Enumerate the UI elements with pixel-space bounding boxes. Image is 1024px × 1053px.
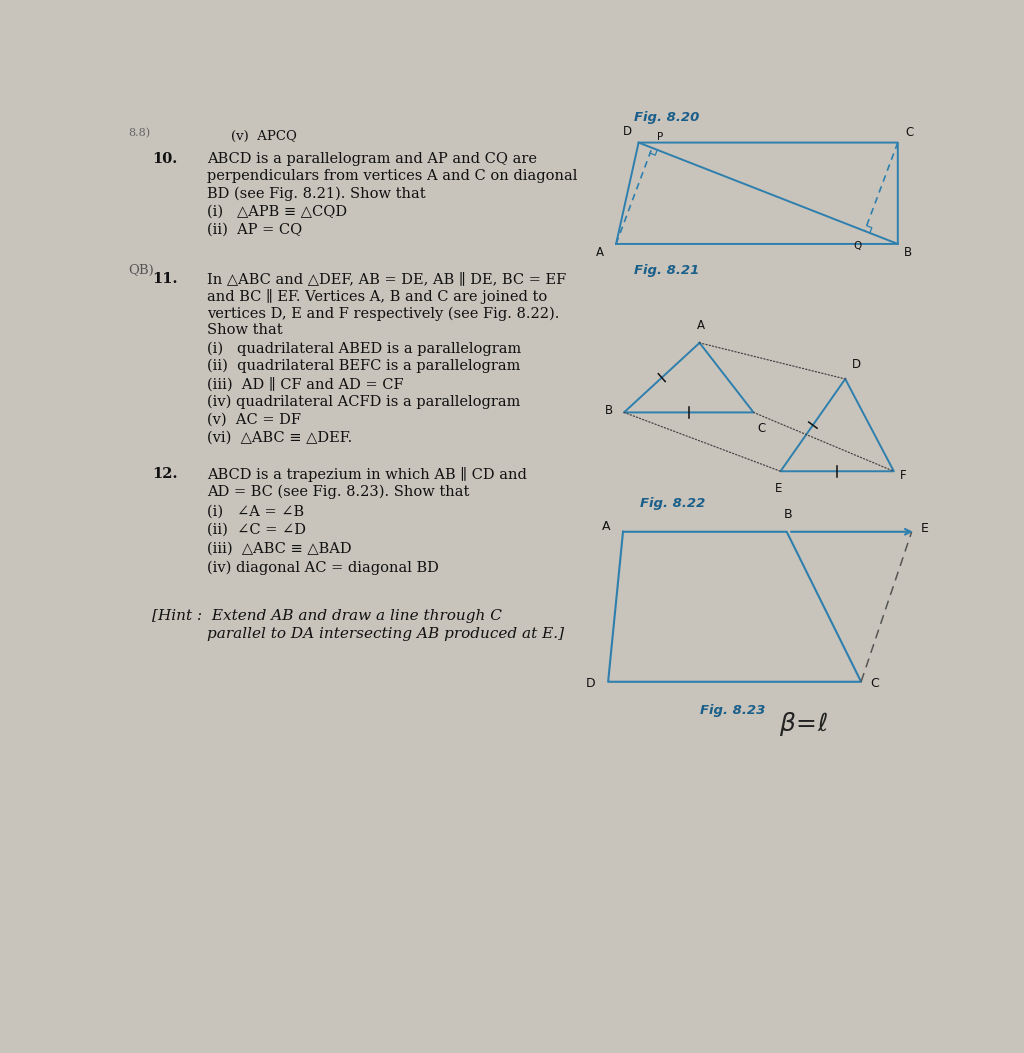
Text: parallel to DA intersecting AB produced at E.]: parallel to DA intersecting AB produced …: [207, 627, 564, 640]
Text: ABCD is a trapezium in which AB ∥ CD and: ABCD is a trapezium in which AB ∥ CD and: [207, 466, 527, 482]
Text: [Hint :  Extend AB and draw a line through C: [Hint : Extend AB and draw a line throug…: [152, 609, 502, 622]
Text: Q: Q: [853, 241, 861, 251]
Text: D: D: [852, 358, 861, 371]
Text: (i)   △APB ≡ △CQD: (i) △APB ≡ △CQD: [207, 204, 347, 218]
Text: (i)   quadrilateral ABED is a parallelogram: (i) quadrilateral ABED is a parallelogra…: [207, 341, 521, 356]
Text: $\beta\!=\!\ell$: $\beta\!=\!\ell$: [778, 710, 828, 738]
Text: B: B: [784, 509, 793, 521]
Text: E: E: [775, 482, 782, 495]
Text: (ii)  ∠C = ∠D: (ii) ∠C = ∠D: [207, 523, 306, 537]
Text: Fig. 8.21: Fig. 8.21: [634, 264, 699, 277]
Text: E: E: [922, 522, 929, 535]
Text: F: F: [900, 469, 907, 482]
Text: Fig. 8.20: Fig. 8.20: [634, 112, 699, 124]
Text: In △ABC and △DEF, AB = DE, AB ∥ DE, BC = EF: In △ABC and △DEF, AB = DE, AB ∥ DE, BC =…: [207, 273, 566, 286]
Text: C: C: [905, 125, 914, 139]
Text: (ii)  AP = CQ: (ii) AP = CQ: [207, 223, 303, 237]
Text: A: A: [596, 245, 604, 259]
Text: perpendiculars from vertices A and C on diagonal: perpendiculars from vertices A and C on …: [207, 170, 578, 183]
Text: (v)  AC = DF: (v) AC = DF: [207, 413, 301, 426]
Text: 11.: 11.: [152, 273, 177, 286]
Text: A: A: [697, 319, 706, 333]
Text: (iv) quadrilateral ACFD is a parallelogram: (iv) quadrilateral ACFD is a parallelogr…: [207, 395, 521, 410]
Text: (iii)  △ABC ≡ △BAD: (iii) △ABC ≡ △BAD: [207, 541, 352, 556]
Text: 10.: 10.: [152, 153, 177, 166]
Text: and BC ∥ EF. Vertices A, B and C are joined to: and BC ∥ EF. Vertices A, B and C are joi…: [207, 290, 548, 304]
Text: A: A: [602, 520, 610, 534]
Text: ABCD is a parallelogram and AP and CQ are: ABCD is a parallelogram and AP and CQ ar…: [207, 153, 538, 166]
Text: C: C: [758, 422, 766, 435]
Text: (ii)  quadrilateral BEFC is a parallelogram: (ii) quadrilateral BEFC is a parallelogr…: [207, 359, 521, 374]
Text: QB): QB): [128, 264, 154, 277]
Text: P: P: [656, 133, 664, 142]
Text: (vi)  △ABC ≡ △DEF.: (vi) △ABC ≡ △DEF.: [207, 431, 352, 444]
Text: D: D: [623, 124, 632, 138]
Text: Fig. 8.23: Fig. 8.23: [700, 704, 766, 717]
Text: (iv) diagonal AC = diagonal BD: (iv) diagonal AC = diagonal BD: [207, 560, 439, 575]
Text: B: B: [605, 404, 613, 417]
Text: BD (see Fig. 8.21). Show that: BD (see Fig. 8.21). Show that: [207, 186, 426, 201]
Text: vertices D, E and F respectively (see Fig. 8.22).: vertices D, E and F respectively (see Fi…: [207, 306, 560, 321]
Text: 8.8): 8.8): [128, 128, 151, 138]
Text: (iii)  AD ∥ CF and AD = CF: (iii) AD ∥ CF and AD = CF: [207, 377, 404, 392]
Text: B: B: [904, 245, 912, 259]
Text: C: C: [870, 677, 880, 690]
Text: 12.: 12.: [152, 466, 177, 481]
Text: Fig. 8.22: Fig. 8.22: [640, 497, 706, 510]
Text: D: D: [586, 677, 595, 690]
Text: Show that: Show that: [207, 323, 283, 337]
Text: (i)   ∠A = ∠B: (i) ∠A = ∠B: [207, 504, 304, 518]
Text: AD = BC (see Fig. 8.23). Show that: AD = BC (see Fig. 8.23). Show that: [207, 484, 470, 499]
Text: (v)  APCQ: (v) APCQ: [231, 130, 297, 142]
